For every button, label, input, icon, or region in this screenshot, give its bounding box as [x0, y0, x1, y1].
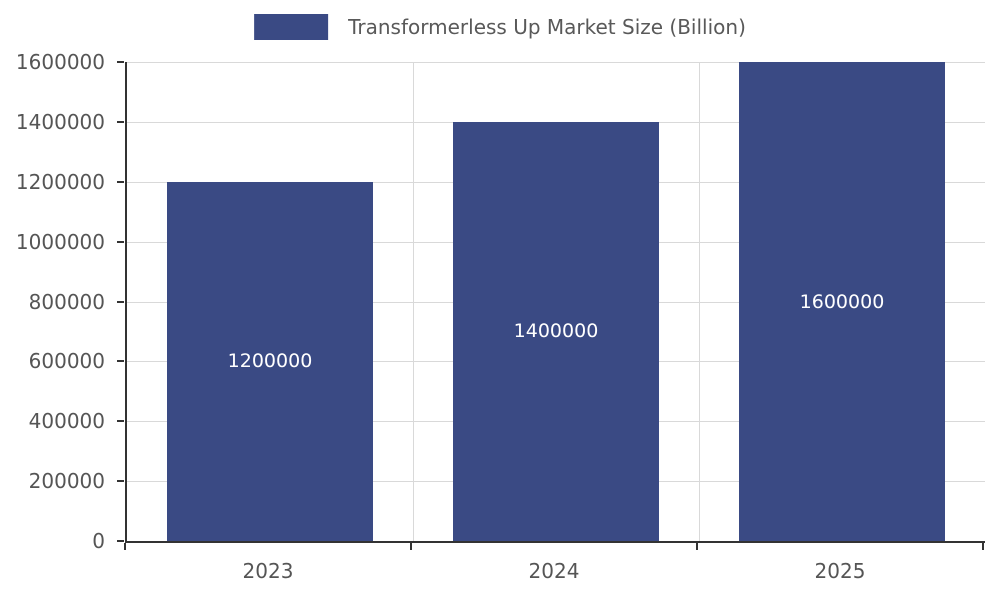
legend-swatch-icon: [254, 14, 329, 40]
bar-value-label: 1600000: [799, 290, 885, 313]
y-tick-label: 600000: [28, 349, 105, 374]
y-tick-mark: [117, 480, 124, 483]
y-tick-label: 1400000: [15, 109, 105, 134]
bar-2025: 1600000: [739, 62, 945, 541]
legend-label: Transformerless Up Market Size (Billion): [348, 15, 746, 39]
bar-value-label: 1200000: [227, 350, 313, 373]
y-axis-labels: 0 200000 400000 600000 800000 1000000 1200000 1…: [0, 50, 125, 553]
v-gridline: [413, 62, 414, 541]
x-tick-mark: [982, 543, 984, 550]
x-tick-mark: [410, 543, 412, 550]
chart-legend: Transformerless Up Market Size (Billion): [254, 14, 746, 40]
y-tick-label: 800000: [28, 289, 105, 314]
y-tick-label: 1000000: [15, 229, 105, 254]
x-tick-mark: [124, 543, 126, 550]
y-tick-label: 200000: [28, 469, 105, 494]
y-tick-mark: [117, 540, 124, 542]
y-tick-mark: [117, 360, 124, 363]
y-tick-mark: [117, 300, 124, 303]
y-tick-label: 400000: [28, 409, 105, 434]
y-tick-mark: [117, 420, 124, 423]
y-tick-mark: [117, 120, 124, 123]
x-tick-label: 2023: [242, 559, 294, 583]
bar-2024: 1400000: [453, 121, 659, 541]
y-tick-label: 1200000: [15, 169, 105, 194]
y-tick-label: 1600000: [15, 50, 105, 74]
y-tick-mark: [117, 61, 124, 63]
plot-area: 1200000 1400000 1600000: [125, 62, 985, 543]
v-gridline: [699, 62, 700, 541]
bar-2023: 1200000: [167, 181, 373, 541]
y-tick-mark: [117, 240, 124, 243]
bar-value-label: 1400000: [513, 320, 599, 343]
x-tick-label: 2024: [528, 559, 580, 583]
x-axis-labels: 2023 2024 2025: [124, 543, 985, 600]
x-tick-label: 2025: [814, 559, 866, 583]
x-tick-mark: [696, 543, 698, 550]
y-tick-label: 0: [92, 529, 105, 553]
y-tick-mark: [117, 180, 124, 183]
h-gridline: [127, 62, 985, 63]
